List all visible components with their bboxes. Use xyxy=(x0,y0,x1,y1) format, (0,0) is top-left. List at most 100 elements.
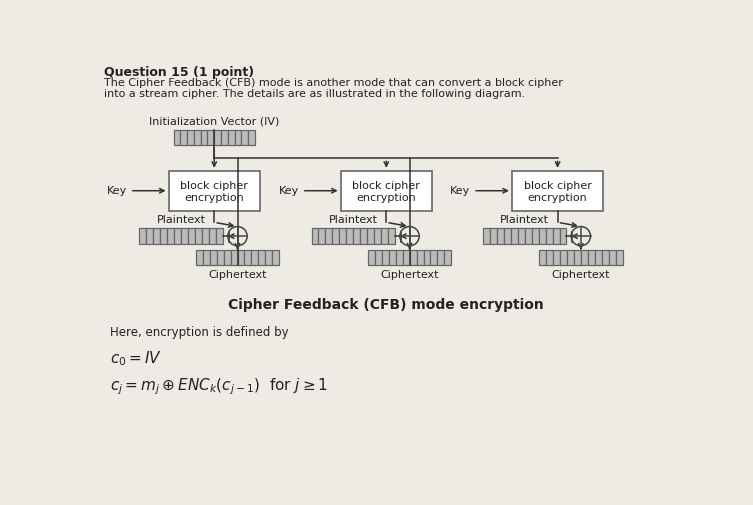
Bar xyxy=(403,249,410,265)
Bar xyxy=(381,228,389,244)
Bar xyxy=(194,130,201,145)
Text: The Cipher Feedback (CFB) mode is another mode that can convert a block cipher: The Cipher Feedback (CFB) mode is anothe… xyxy=(104,78,563,88)
Bar xyxy=(160,228,167,244)
Bar xyxy=(265,249,273,265)
Bar xyxy=(181,130,187,145)
Bar xyxy=(242,130,248,145)
Bar xyxy=(538,228,546,244)
Bar xyxy=(248,130,255,145)
Text: $c_j = m_j \oplus ENC_k(c_{j-1})$  for $j \geq 1$: $c_j = m_j \oplus ENC_k(c_{j-1})$ for $j… xyxy=(110,376,328,397)
Bar xyxy=(539,249,546,265)
Bar xyxy=(581,249,588,265)
Bar xyxy=(483,228,489,244)
Bar xyxy=(181,228,188,244)
Bar xyxy=(217,249,224,265)
Bar xyxy=(167,228,175,244)
Bar xyxy=(346,228,353,244)
Bar xyxy=(188,228,195,244)
Bar xyxy=(169,171,260,211)
Bar xyxy=(209,249,217,265)
Bar xyxy=(574,249,581,265)
Bar xyxy=(567,249,574,265)
Bar xyxy=(216,228,223,244)
Bar xyxy=(230,249,237,265)
Bar xyxy=(209,228,216,244)
Bar xyxy=(175,228,181,244)
Bar xyxy=(235,130,242,145)
Text: encryption: encryption xyxy=(528,193,587,203)
Bar xyxy=(416,249,423,265)
Bar xyxy=(497,228,504,244)
Bar xyxy=(546,228,553,244)
Text: encryption: encryption xyxy=(356,193,416,203)
Text: Ciphertext: Ciphertext xyxy=(380,270,439,280)
Bar xyxy=(602,249,608,265)
Bar xyxy=(367,228,374,244)
Bar xyxy=(195,228,203,244)
Bar xyxy=(361,228,367,244)
Text: encryption: encryption xyxy=(184,193,244,203)
Bar xyxy=(340,228,346,244)
Text: Cipher Feedback (CFB) mode encryption: Cipher Feedback (CFB) mode encryption xyxy=(227,297,544,312)
Text: block cipher: block cipher xyxy=(523,181,592,191)
Bar xyxy=(196,249,203,265)
Bar xyxy=(187,130,194,145)
Bar xyxy=(546,249,553,265)
Bar xyxy=(444,249,451,265)
Text: Question 15 (1 point): Question 15 (1 point) xyxy=(104,66,255,79)
Bar xyxy=(340,171,432,211)
Bar xyxy=(532,228,538,244)
Bar xyxy=(224,249,230,265)
Bar xyxy=(258,249,265,265)
Text: Key: Key xyxy=(450,186,470,196)
Bar xyxy=(228,130,235,145)
Bar xyxy=(332,228,340,244)
Bar xyxy=(203,228,209,244)
Bar xyxy=(489,228,497,244)
Text: Initialization Vector (IV): Initialization Vector (IV) xyxy=(149,117,279,127)
Bar xyxy=(382,249,389,265)
Bar xyxy=(215,130,221,145)
Bar xyxy=(374,228,381,244)
Bar xyxy=(389,249,395,265)
Bar xyxy=(139,228,146,244)
Bar xyxy=(273,249,279,265)
Bar xyxy=(553,249,560,265)
Text: block cipher: block cipher xyxy=(352,181,420,191)
Bar xyxy=(312,228,319,244)
Bar xyxy=(375,249,382,265)
Bar xyxy=(146,228,154,244)
Text: into a stream cipher. The details are as illustrated in the following diagram.: into a stream cipher. The details are as… xyxy=(104,89,526,99)
Bar xyxy=(559,228,566,244)
Bar xyxy=(588,249,595,265)
Bar xyxy=(511,228,517,244)
Bar xyxy=(389,228,395,244)
Bar xyxy=(423,249,431,265)
Bar xyxy=(154,228,160,244)
Bar xyxy=(208,130,215,145)
Bar xyxy=(252,249,258,265)
Bar xyxy=(616,249,623,265)
Bar xyxy=(201,130,208,145)
Bar xyxy=(367,249,375,265)
Bar xyxy=(431,249,437,265)
Text: Plaintext: Plaintext xyxy=(329,215,378,225)
Bar xyxy=(237,249,245,265)
Bar xyxy=(595,249,602,265)
Bar xyxy=(560,249,567,265)
Bar xyxy=(553,228,559,244)
Bar xyxy=(353,228,361,244)
Bar xyxy=(221,130,228,145)
Text: Plaintext: Plaintext xyxy=(157,215,206,225)
Bar xyxy=(504,228,511,244)
Bar xyxy=(517,228,525,244)
Bar xyxy=(203,249,209,265)
Text: Plaintext: Plaintext xyxy=(500,215,549,225)
Bar xyxy=(325,228,332,244)
Bar xyxy=(410,249,416,265)
Text: Ciphertext: Ciphertext xyxy=(209,270,267,280)
Text: block cipher: block cipher xyxy=(180,181,248,191)
Text: Here, encryption is defined by: Here, encryption is defined by xyxy=(110,326,288,339)
Text: $c_0 = IV$: $c_0 = IV$ xyxy=(110,349,162,368)
Text: Key: Key xyxy=(106,186,127,196)
